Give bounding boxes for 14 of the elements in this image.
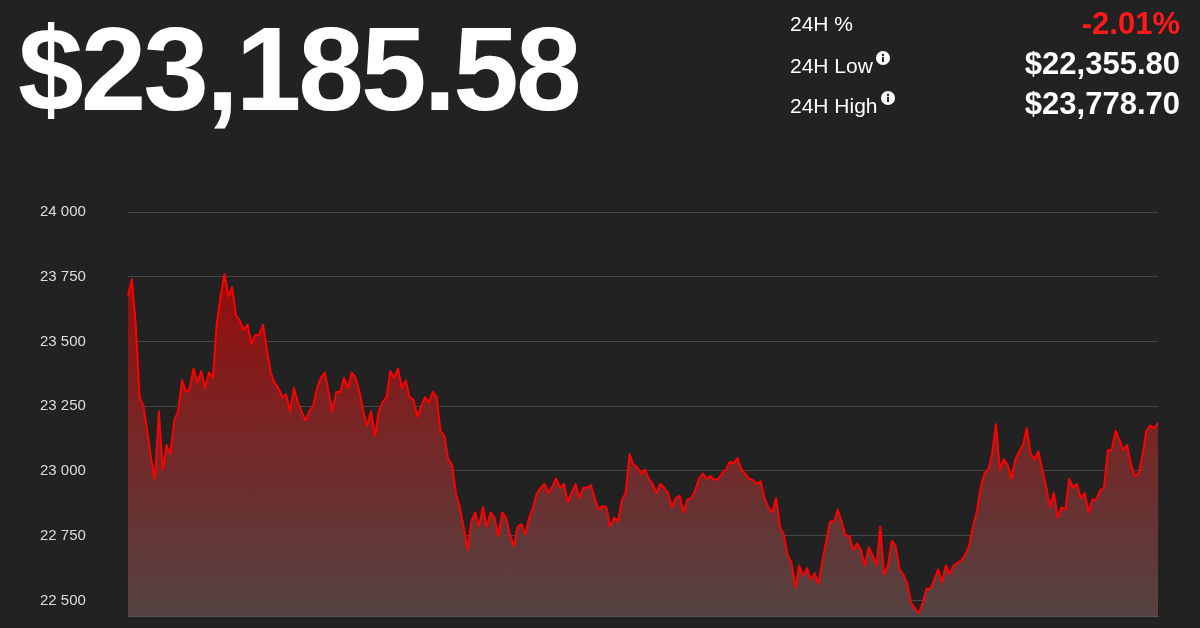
y-tick-label: 22 750 <box>40 525 86 543</box>
y-tick-label: 24 000 <box>40 202 86 220</box>
text: $23,778.70 <box>1024 86 1180 122</box>
text: 24H % <box>790 12 854 35</box>
y-tick-label: 23 250 <box>40 396 86 414</box>
y-tick-label: 23 000 <box>40 461 86 479</box>
y-tick-label: 22 500 <box>40 590 86 608</box>
text: 24H Low <box>790 53 873 77</box>
text: -2.01% <box>1081 6 1180 42</box>
y-tick-label: 23 750 <box>40 266 86 284</box>
text: 24H High <box>790 93 878 117</box>
chart-title: $23,185.58 <box>18 3 579 135</box>
text: $22,355.80 <box>1024 46 1180 82</box>
y-tick-label: 23 500 <box>40 331 86 349</box>
